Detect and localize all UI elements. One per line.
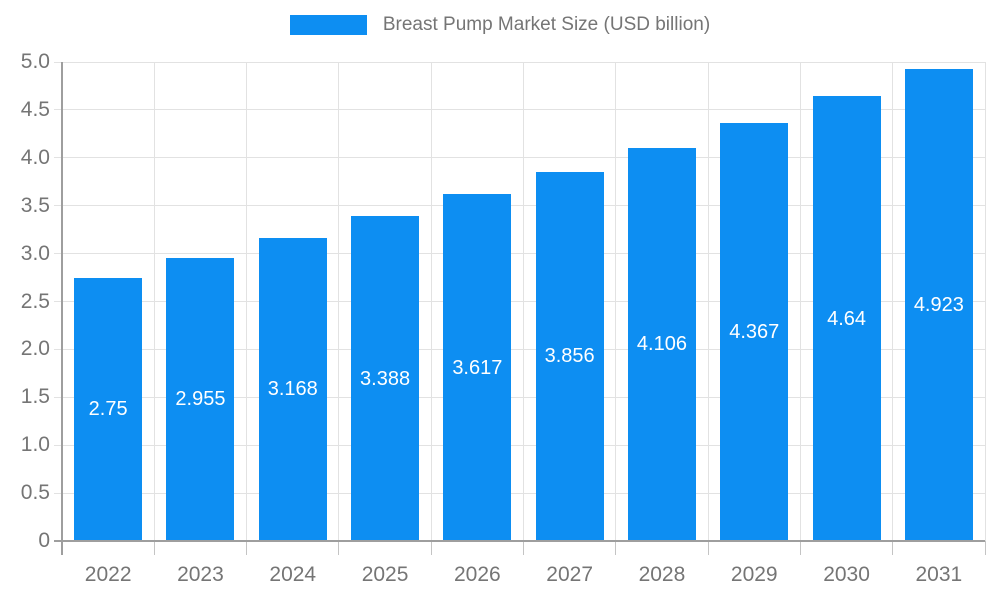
bar-2026[interactable] [443, 194, 512, 541]
legend[interactable]: Breast Pump Market Size (USD billion) [0, 14, 1000, 36]
x-axis-tick [984, 541, 986, 555]
bar-value-label: 2.955 [175, 388, 226, 411]
legend-swatch [289, 15, 367, 35]
bar-value-label: 3.856 [544, 345, 595, 368]
x-axis-tick [523, 541, 524, 555]
x-axis-tick-label: 2030 [823, 563, 870, 586]
x-axis-tick [615, 541, 617, 555]
v-gridline [984, 62, 986, 541]
bar-value-label: 3.168 [267, 378, 318, 401]
h-gridline [54, 348, 985, 350]
h-gridline [54, 301, 985, 302]
v-gridline [892, 62, 894, 541]
y-axis-tick-label: 0 [38, 529, 50, 552]
x-axis-tick-label: 2023 [177, 563, 224, 586]
bar-value-label: 4.106 [636, 333, 687, 356]
y-axis-tick-label: 4.0 [20, 145, 50, 169]
x-axis-tick-label: 2024 [269, 563, 317, 586]
y-axis-tick-label: 2.0 [20, 337, 50, 361]
x-axis-tick [338, 541, 340, 555]
y-axis-tick-label: 5.0 [20, 50, 50, 73]
bar-2031[interactable] [904, 69, 973, 541]
x-axis-tick-label: 2029 [730, 563, 778, 586]
bar-2027[interactable] [535, 171, 604, 541]
h-gridline [54, 157, 985, 159]
y-axis-tick-label: 2.5 [20, 289, 50, 313]
bar-2025[interactable] [351, 216, 420, 541]
bar-value-label: 3.388 [360, 367, 411, 390]
h-gridline [54, 396, 985, 398]
bar-value-label: 2.75 [88, 398, 128, 421]
v-gridline [707, 62, 709, 541]
y-axis-tick-label: 0.5 [20, 481, 50, 505]
bar-2028[interactable] [627, 147, 696, 541]
bar-value-label: 3.617 [452, 356, 503, 379]
x-axis-tick [892, 541, 894, 555]
v-gridline [615, 62, 617, 541]
x-axis-tick-label: 2025 [361, 563, 409, 586]
y-axis-tick-label: 3.5 [20, 193, 50, 217]
x-axis-tick-label: 2027 [546, 563, 593, 586]
x-axis-tick [799, 541, 801, 555]
y-axis-tick-label: 1.5 [20, 385, 50, 409]
y-axis-tick-label: 3.0 [20, 241, 50, 265]
bar-2022[interactable] [74, 277, 143, 541]
x-axis-tick-label: 2031 [915, 563, 963, 586]
x-axis-tick [430, 541, 432, 555]
v-gridline [153, 62, 155, 541]
bar-value-label: 4.64 [827, 307, 867, 330]
h-gridline [54, 205, 985, 207]
h-gridline [54, 253, 985, 255]
bar-2023[interactable] [166, 257, 235, 541]
v-gridline [246, 62, 248, 541]
bar-2030[interactable] [812, 96, 881, 541]
h-gridline [54, 492, 985, 494]
v-gridline [338, 62, 340, 541]
h-gridline [54, 109, 985, 111]
x-axis-tick [153, 541, 155, 555]
x-axis-line [54, 540, 985, 542]
legend-label: Breast Pump Market Size (USD billion) [382, 14, 711, 35]
v-gridline [430, 62, 432, 541]
bar-2024[interactable] [258, 237, 327, 541]
bar-value-label: 4.367 [729, 320, 780, 343]
y-axis-tick-label: 1.0 [20, 433, 50, 457]
v-gridline [799, 62, 801, 541]
x-axis-tick-label: 2022 [84, 563, 132, 586]
x-axis-tick-label: 2026 [453, 563, 501, 586]
bar-value-label: 4.923 [913, 294, 964, 317]
y-axis-line [61, 62, 63, 555]
x-axis-tick [707, 541, 709, 555]
y-axis-tick-label: 4.5 [20, 97, 50, 121]
bar-2029[interactable] [720, 122, 789, 541]
h-gridline [54, 444, 985, 446]
x-axis-tick-label: 2028 [638, 563, 686, 586]
v-gridline [523, 62, 524, 541]
h-gridline [54, 61, 985, 63]
x-axis-tick [246, 541, 248, 555]
